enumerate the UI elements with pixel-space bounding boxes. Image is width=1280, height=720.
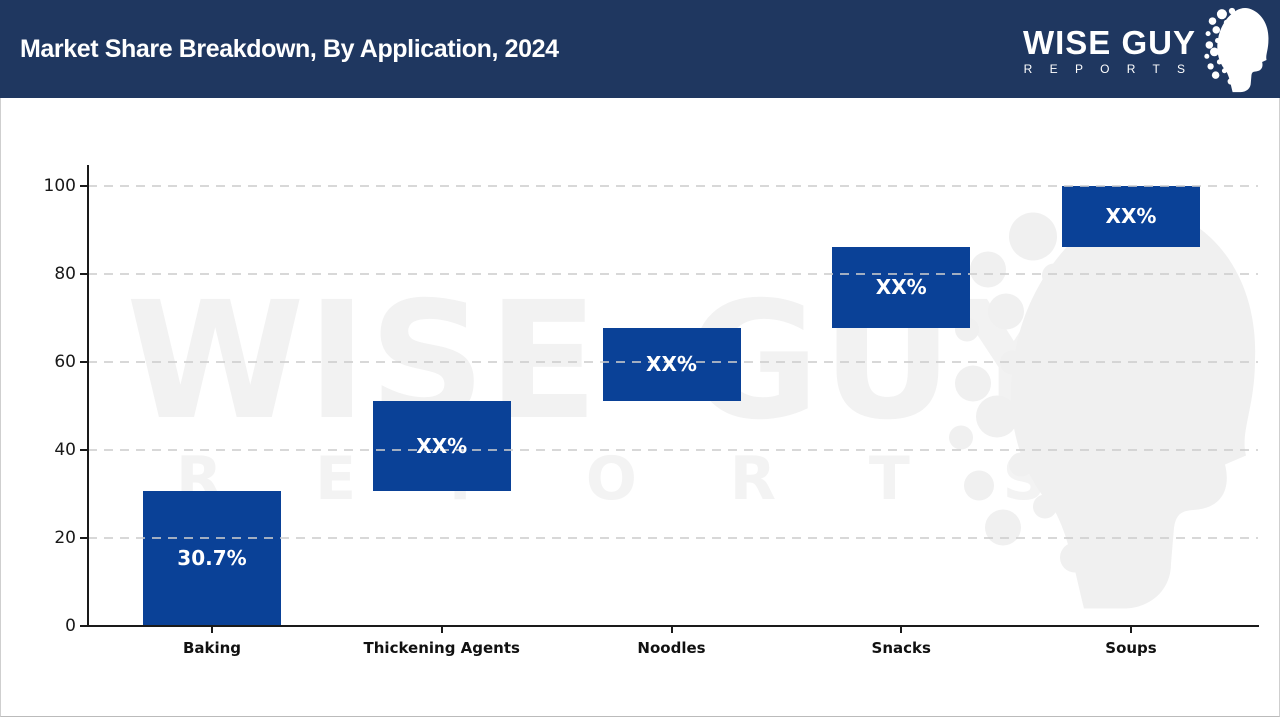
y-axis-tick xyxy=(80,625,88,627)
y-axis-tick-label: 100 xyxy=(43,176,76,196)
gridline xyxy=(88,185,1258,187)
y-axis-tick-label: 40 xyxy=(54,440,76,460)
x-axis-category-label: Soups xyxy=(1105,639,1157,657)
y-axis-tick-label: 20 xyxy=(54,528,76,548)
gridline xyxy=(88,537,1258,539)
gridline xyxy=(88,273,1258,275)
y-axis-tick xyxy=(80,361,88,363)
bar xyxy=(372,400,511,491)
y-axis-tick xyxy=(80,185,88,187)
x-axis-category-label: Baking xyxy=(182,639,242,657)
header: Market Share Breakdown, By Application, … xyxy=(0,0,1280,98)
x-axis-tick xyxy=(900,626,903,633)
y-axis-tick xyxy=(80,273,88,275)
bar xyxy=(143,490,281,626)
x-axis-category-label: Thickening Agents xyxy=(363,639,520,657)
logo-face-icon xyxy=(1204,7,1269,93)
bar xyxy=(602,327,741,401)
bar-value-label: XX% xyxy=(875,275,927,300)
bar xyxy=(832,246,971,328)
bar-value-label: 30.7% xyxy=(177,546,247,571)
y-axis-tick xyxy=(80,449,88,451)
y-axis-tick-label: 60 xyxy=(54,352,76,372)
x-axis-tick xyxy=(670,626,673,633)
gridline xyxy=(88,361,1258,363)
x-axis-tick xyxy=(1130,626,1132,633)
y-axis-tick-label: 80 xyxy=(54,264,76,284)
y-axis-spine xyxy=(87,165,89,627)
x-axis-spine xyxy=(87,625,1259,627)
x-axis-tick xyxy=(211,626,213,633)
gridline xyxy=(88,449,1258,451)
logo-subtext: R E P O R T S xyxy=(1023,62,1192,76)
y-axis-tick-label: 0 xyxy=(65,616,76,636)
bar-value-label: XX% xyxy=(646,352,697,377)
x-axis-tick xyxy=(440,626,443,633)
x-axis-category-label: Noodles xyxy=(637,639,706,657)
x-axis-category-label: Snacks xyxy=(871,639,931,657)
page-title: Market Share Breakdown, By Application, … xyxy=(20,34,559,63)
logo-wordmark: WISE GUY xyxy=(1022,24,1196,61)
wise-guy-logo: WISE GUY R E P O R T S xyxy=(1014,0,1274,98)
y-axis-tick xyxy=(80,537,88,539)
bar-value-label: XX% xyxy=(1105,204,1157,229)
bar-value-label: XX% xyxy=(416,433,468,458)
